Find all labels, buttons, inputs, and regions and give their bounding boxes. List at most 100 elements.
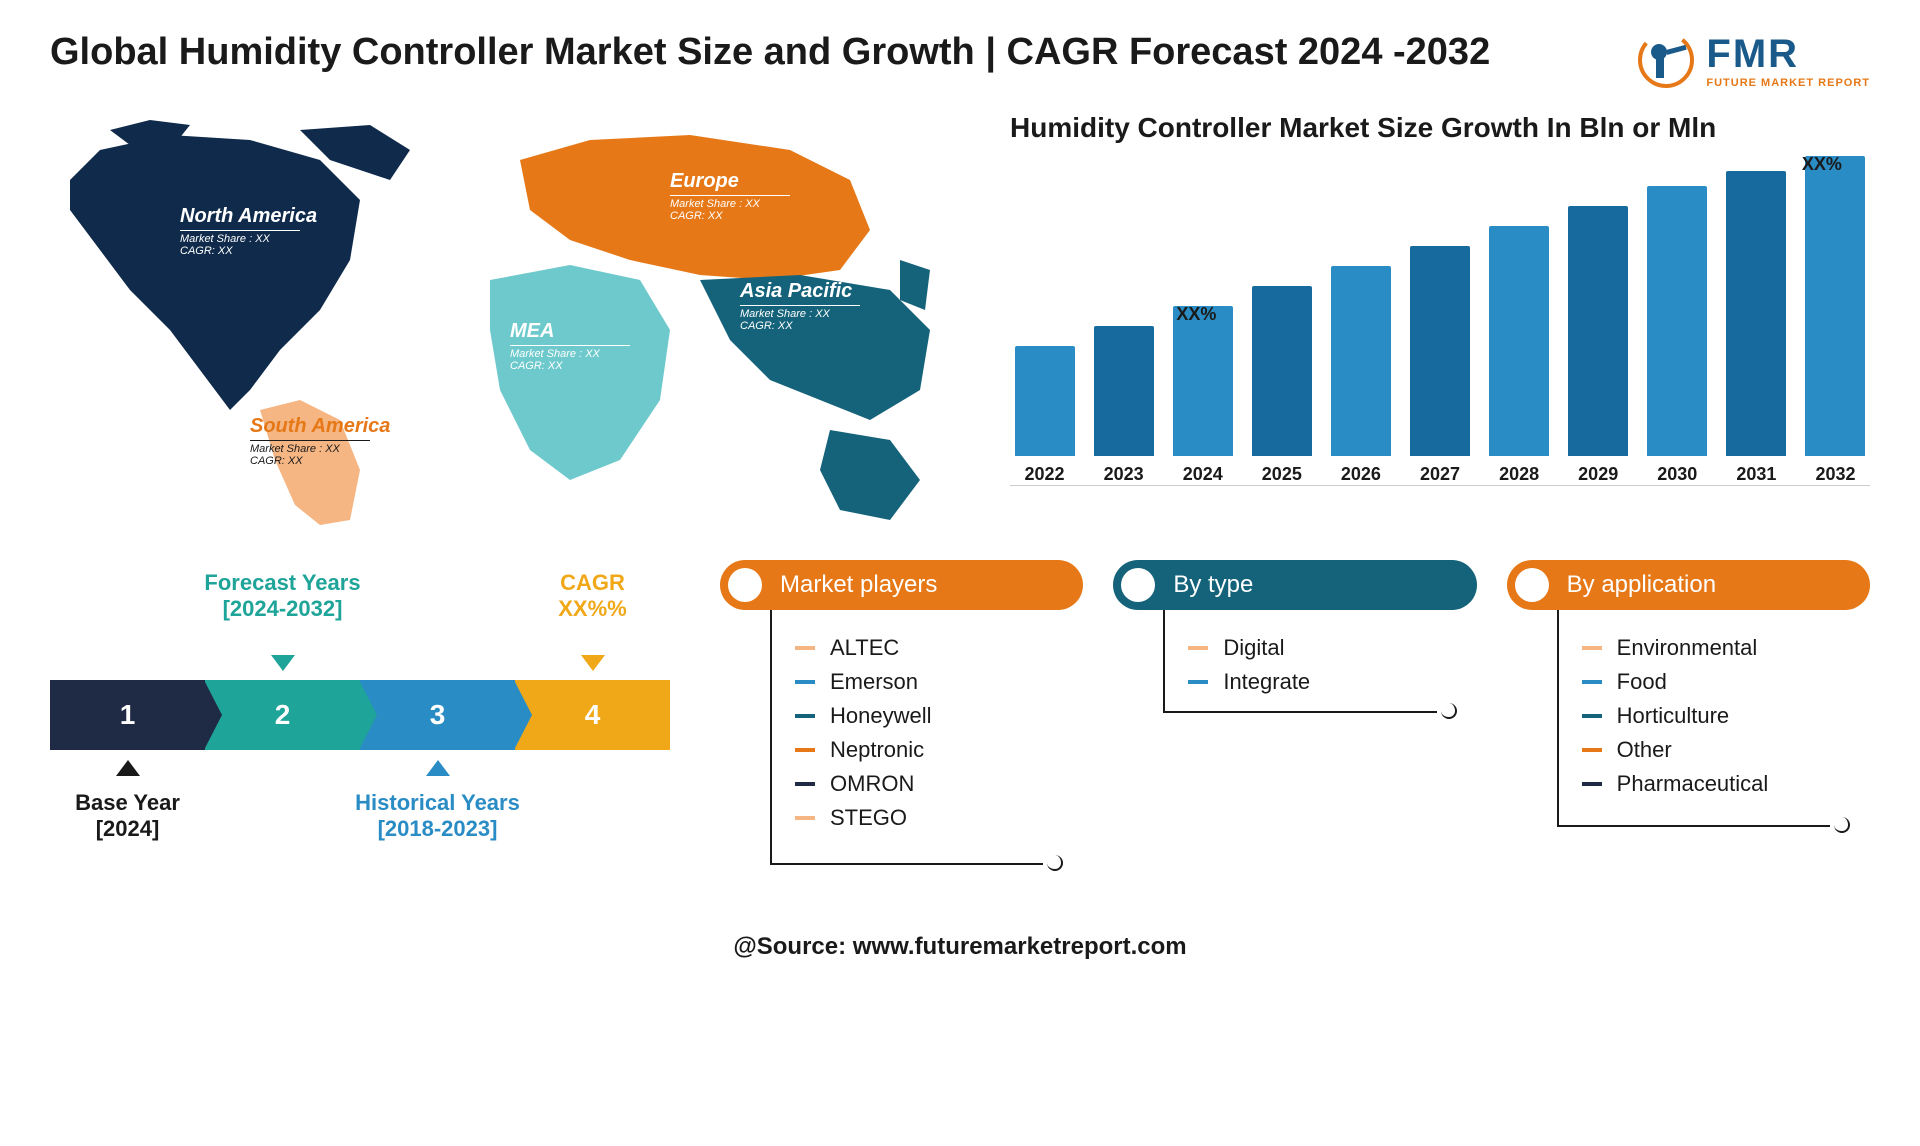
bar: [1015, 346, 1075, 456]
label-south-america: South America Market Share : XX CAGR: XX: [250, 415, 390, 467]
category-foot: [1557, 825, 1830, 827]
item-label: Honeywell: [830, 703, 932, 729]
category-stem: [770, 610, 772, 863]
category-list: Environmental Food Horticulture Other Ph…: [1507, 610, 1870, 797]
bars-container: 2022 2023 2024 2025 2026 2027 2028 2029 …: [1010, 166, 1870, 486]
logo: FMR FUTURE MARKET REPORT: [1636, 30, 1870, 90]
bar: [1173, 306, 1233, 456]
chart-title: Humidity Controller Market Size Growth I…: [1010, 110, 1870, 146]
timeline-label: Historical Years[2018-2023]: [348, 790, 528, 843]
page-title: Global Humidity Controller Market Size a…: [50, 30, 1490, 76]
bar-group: 2025: [1247, 286, 1316, 485]
item-label: Emerson: [830, 669, 918, 695]
category-item: Other: [1582, 737, 1870, 763]
bar-year-label: 2032: [1815, 464, 1855, 485]
timeline-label: Forecast Years[2024-2032]: [193, 570, 373, 623]
category-foot: [770, 863, 1043, 865]
bar-group: 2029: [1564, 206, 1633, 485]
label-asia-pacific: Asia Pacific Market Share : XX CAGR: XX: [740, 280, 860, 332]
category-item: Digital: [1188, 635, 1476, 661]
curl-icon: [1441, 703, 1457, 719]
timeline-segment: 2: [205, 680, 360, 750]
bar-year-label: 2031: [1736, 464, 1776, 485]
item-marker: [795, 714, 815, 718]
item-marker: [795, 748, 815, 752]
category-item: Honeywell: [795, 703, 1083, 729]
item-marker: [1582, 714, 1602, 718]
category-header: By type: [1113, 560, 1476, 610]
bar: [1094, 326, 1154, 456]
item-label: OMRON: [830, 771, 914, 797]
bar-group: 2022: [1010, 346, 1079, 485]
bar: [1410, 246, 1470, 456]
item-marker: [795, 782, 815, 786]
item-marker: [1582, 748, 1602, 752]
timeline-segment: 3: [360, 680, 515, 750]
bar-year-label: 2026: [1341, 464, 1381, 485]
category-header: Market players: [720, 560, 1083, 610]
item-label: Integrate: [1223, 669, 1310, 695]
categories-container: Market players ALTEC Emerson Honeywell N…: [720, 560, 1870, 883]
arrow-down-icon: [271, 655, 295, 671]
category-box: By application Environmental Food Hortic…: [1507, 560, 1870, 883]
category-foot: [1163, 711, 1436, 713]
bar-group: 2024: [1168, 306, 1237, 485]
item-label: Pharmaceutical: [1617, 771, 1769, 797]
bar: [1647, 186, 1707, 456]
bar-year-label: 2024: [1183, 464, 1223, 485]
bar-group: 2028: [1485, 226, 1554, 485]
bar-chart-section: Humidity Controller Market Size Growth I…: [990, 110, 1870, 530]
bar-year-label: 2022: [1025, 464, 1065, 485]
arrow-up-icon: [426, 760, 450, 776]
timeline-label: CAGRXX%%: [503, 570, 683, 623]
timeline-section: 1234 Base Year[2024]Forecast Years[2024-…: [50, 560, 690, 860]
category-item: STEGO: [795, 805, 1083, 831]
item-marker: [795, 680, 815, 684]
item-label: Digital: [1223, 635, 1284, 661]
header: Global Humidity Controller Market Size a…: [50, 30, 1870, 90]
item-marker: [1582, 680, 1602, 684]
bar: [1252, 286, 1312, 456]
arrow-down-icon: [581, 655, 605, 671]
label-north-america: North America Market Share : XX CAGR: XX: [180, 205, 317, 257]
bar-year-label: 2028: [1499, 464, 1539, 485]
item-marker: [1188, 646, 1208, 650]
bar-group: 2032: [1801, 156, 1870, 485]
category-list: Digital Integrate: [1113, 610, 1476, 695]
item-label: Environmental: [1617, 635, 1758, 661]
bar-annotation: XX%: [1176, 304, 1216, 325]
item-marker: [1188, 680, 1208, 684]
item-marker: [1582, 782, 1602, 786]
category-header: By application: [1507, 560, 1870, 610]
timeline-segment: 4: [515, 680, 670, 750]
bar-annotation: XX%: [1802, 154, 1842, 175]
bar-year-label: 2023: [1104, 464, 1144, 485]
region-north-america: [70, 120, 410, 410]
item-label: STEGO: [830, 805, 907, 831]
category-item: Horticulture: [1582, 703, 1870, 729]
category-item: ALTEC: [795, 635, 1083, 661]
item-label: ALTEC: [830, 635, 899, 661]
bar: [1568, 206, 1628, 456]
label-mea: MEA Market Share : XX CAGR: XX: [510, 320, 630, 372]
timeline-segment: 1: [50, 680, 205, 750]
world-map: North America Market Share : XX CAGR: XX…: [50, 110, 950, 530]
item-marker: [795, 646, 815, 650]
category-item: Environmental: [1582, 635, 1870, 661]
bar-year-label: 2025: [1262, 464, 1302, 485]
bar: [1726, 171, 1786, 456]
region-mea: [490, 265, 670, 480]
category-stem: [1557, 610, 1559, 825]
label-europe: Europe Market Share : XX CAGR: XX: [670, 170, 790, 222]
category-stem: [1163, 610, 1165, 711]
category-box: Market players ALTEC Emerson Honeywell N…: [720, 560, 1083, 883]
logo-icon: [1636, 30, 1696, 90]
bar-year-label: 2029: [1578, 464, 1618, 485]
category-item: Food: [1582, 669, 1870, 695]
item-marker: [795, 816, 815, 820]
item-marker: [1582, 646, 1602, 650]
category-item: Neptronic: [795, 737, 1083, 763]
source-attribution: @Source: www.futuremarketreport.com: [50, 933, 1870, 961]
logo-subtext: FUTURE MARKET REPORT: [1706, 77, 1870, 89]
logo-text: FMR: [1706, 32, 1870, 77]
